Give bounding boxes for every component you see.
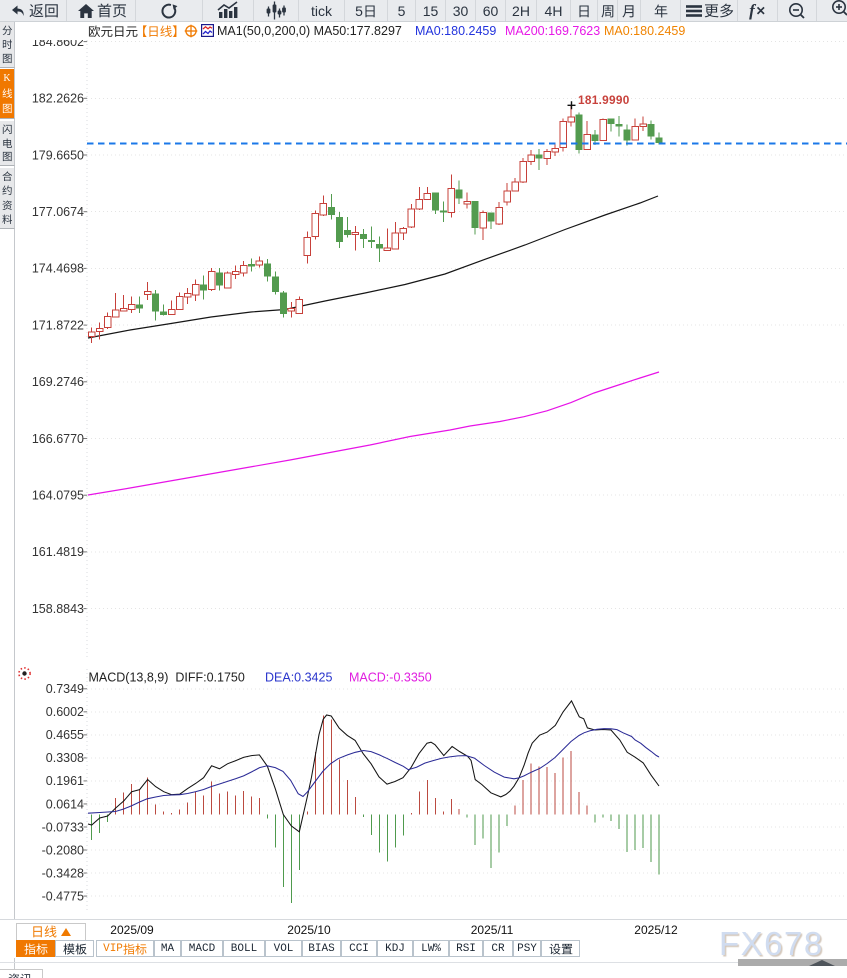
svg-text:161.4819: 161.4819 <box>32 545 84 559</box>
svg-text:-0.3428: -0.3428 <box>42 866 84 880</box>
svg-text:177.0674: 177.0674 <box>32 205 84 219</box>
svg-text:DEA:0.3425: DEA:0.3425 <box>265 671 332 685</box>
svg-text:-0.4775: -0.4775 <box>42 889 84 903</box>
svg-text:0.3308: 0.3308 <box>46 751 84 765</box>
svg-text:MACD:-0.3350: MACD:-0.3350 <box>349 671 432 685</box>
svg-text:182.2626: 182.2626 <box>32 92 84 106</box>
svg-text:MACD(13,8,9) DIFF:0.1750: MACD(13,8,9) DIFF:0.1750 <box>89 671 245 685</box>
svg-text:181.9990: 181.9990 <box>578 93 630 107</box>
svg-text:166.6770: 166.6770 <box>32 432 84 446</box>
svg-text:0.7349: 0.7349 <box>46 682 84 696</box>
svg-text:174.4698: 174.4698 <box>32 262 84 276</box>
svg-text:0.1961: 0.1961 <box>46 774 84 788</box>
svg-text:171.8722: 171.8722 <box>32 318 84 332</box>
svg-text:0.6002: 0.6002 <box>46 705 84 719</box>
svg-text:-0.0733: -0.0733 <box>42 820 84 834</box>
svg-text:0.0614: 0.0614 <box>46 797 84 811</box>
svg-text:-0.2080: -0.2080 <box>42 843 84 857</box>
svg-text:0.4655: 0.4655 <box>46 728 84 742</box>
svg-text:169.2746: 169.2746 <box>32 375 84 389</box>
svg-text:179.6650: 179.6650 <box>32 148 84 162</box>
svg-text:164.0795: 164.0795 <box>32 489 84 503</box>
svg-text:158.8843: 158.8843 <box>32 602 84 616</box>
